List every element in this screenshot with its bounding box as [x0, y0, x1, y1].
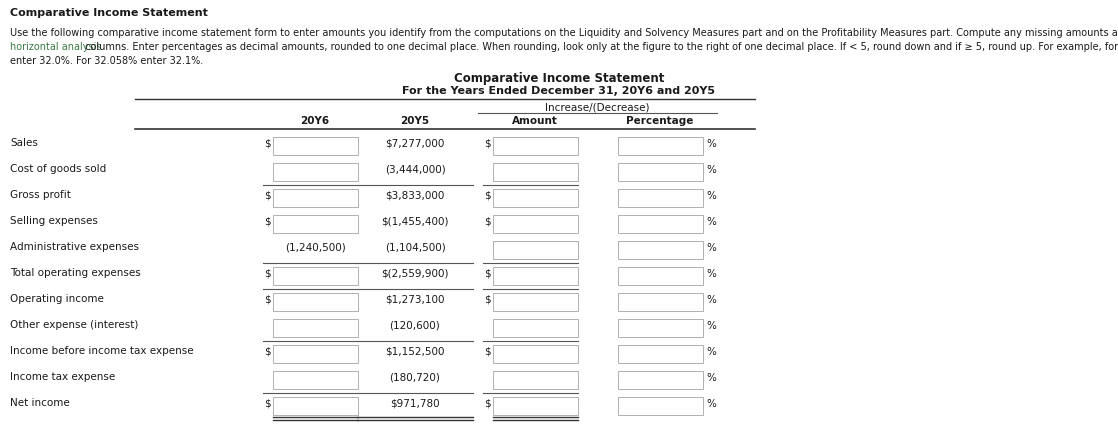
Text: $(1,455,400): $(1,455,400)	[381, 216, 448, 226]
Text: Other expense (interest): Other expense (interest)	[10, 320, 139, 330]
Bar	[493, 189, 578, 207]
Text: Use the following comparative income statement form to enter amounts you identif: Use the following comparative income sta…	[10, 28, 1118, 38]
Bar	[617, 293, 702, 311]
Text: %: %	[707, 399, 717, 409]
Text: $: $	[264, 269, 271, 279]
Text: $: $	[484, 347, 491, 357]
Text: $: $	[264, 399, 271, 409]
Text: %: %	[707, 347, 717, 357]
Text: $: $	[484, 217, 491, 227]
Text: $: $	[264, 347, 271, 357]
Bar	[617, 371, 702, 389]
Bar	[493, 293, 578, 311]
Bar	[493, 267, 578, 285]
Text: $3,833,000: $3,833,000	[386, 190, 445, 200]
Bar	[493, 215, 578, 233]
Text: Administrative expenses: Administrative expenses	[10, 242, 139, 252]
Text: $: $	[264, 217, 271, 227]
Bar	[617, 163, 702, 181]
Text: %: %	[707, 165, 717, 175]
Bar	[493, 345, 578, 363]
Text: Net income: Net income	[10, 398, 69, 408]
Text: $: $	[484, 191, 491, 201]
Text: $971,780: $971,780	[390, 398, 439, 408]
Text: $: $	[484, 399, 491, 409]
Bar	[493, 241, 578, 259]
Text: Amount: Amount	[512, 116, 558, 126]
Bar	[273, 293, 358, 311]
Bar	[273, 397, 358, 415]
Bar	[493, 163, 578, 181]
Bar	[617, 189, 702, 207]
Text: (3,444,000): (3,444,000)	[385, 164, 445, 174]
Bar	[273, 319, 358, 337]
Text: $: $	[264, 139, 271, 149]
Bar	[617, 137, 702, 155]
Bar	[617, 319, 702, 337]
Text: horizontal analysis: horizontal analysis	[10, 42, 102, 52]
Text: $: $	[484, 139, 491, 149]
Bar	[617, 345, 702, 363]
Bar	[273, 163, 358, 181]
Bar	[617, 397, 702, 415]
Bar	[273, 189, 358, 207]
Bar	[273, 345, 358, 363]
Text: Comparative Income Statement: Comparative Income Statement	[454, 72, 664, 85]
Bar	[273, 215, 358, 233]
Text: $(2,559,900): $(2,559,900)	[381, 268, 448, 278]
Text: (1,240,500): (1,240,500)	[285, 242, 345, 252]
Bar	[273, 267, 358, 285]
Bar	[617, 215, 702, 233]
Bar	[273, 137, 358, 155]
Text: Operating income: Operating income	[10, 294, 104, 304]
Text: 20Y5: 20Y5	[400, 116, 429, 126]
Bar	[617, 241, 702, 259]
Text: Income tax expense: Income tax expense	[10, 372, 115, 382]
Text: columns. Enter percentages as decimal amounts, rounded to one decimal place. Whe: columns. Enter percentages as decimal am…	[82, 42, 1118, 52]
Text: $1,152,500: $1,152,500	[386, 346, 445, 356]
Bar	[273, 371, 358, 389]
Bar	[617, 267, 702, 285]
Text: Sales: Sales	[10, 138, 38, 148]
Text: Percentage: Percentage	[626, 116, 693, 126]
Text: %: %	[707, 243, 717, 253]
Text: $: $	[264, 191, 271, 201]
Text: $7,277,000: $7,277,000	[386, 138, 445, 148]
Text: Cost of goods sold: Cost of goods sold	[10, 164, 106, 174]
Text: (180,720): (180,720)	[389, 372, 440, 382]
Text: Total operating expenses: Total operating expenses	[10, 268, 141, 278]
Text: Gross profit: Gross profit	[10, 190, 70, 200]
Text: 20Y6: 20Y6	[301, 116, 330, 126]
Text: Comparative Income Statement: Comparative Income Statement	[10, 8, 208, 18]
Text: Increase/(Decrease): Increase/(Decrease)	[546, 102, 650, 112]
Text: For the Years Ended December 31, 20Y6 and 20Y5: For the Years Ended December 31, 20Y6 an…	[402, 86, 716, 96]
Text: %: %	[707, 139, 717, 149]
Bar	[493, 371, 578, 389]
Text: %: %	[707, 191, 717, 201]
Text: $: $	[484, 269, 491, 279]
Text: $1,273,100: $1,273,100	[386, 294, 445, 304]
Text: $: $	[484, 295, 491, 305]
Text: %: %	[707, 269, 717, 279]
Text: %: %	[707, 373, 717, 383]
Text: $: $	[264, 295, 271, 305]
Text: Selling expenses: Selling expenses	[10, 216, 98, 226]
Text: (120,600): (120,600)	[390, 320, 440, 330]
Text: Income before income tax expense: Income before income tax expense	[10, 346, 193, 356]
Bar	[493, 137, 578, 155]
Text: (1,104,500): (1,104,500)	[385, 242, 445, 252]
Bar	[493, 319, 578, 337]
Text: %: %	[707, 321, 717, 331]
Text: enter 32.0%. For 32.058% enter 32.1%.: enter 32.0%. For 32.058% enter 32.1%.	[10, 56, 203, 66]
Bar	[493, 397, 578, 415]
Text: %: %	[707, 217, 717, 227]
Text: %: %	[707, 295, 717, 305]
